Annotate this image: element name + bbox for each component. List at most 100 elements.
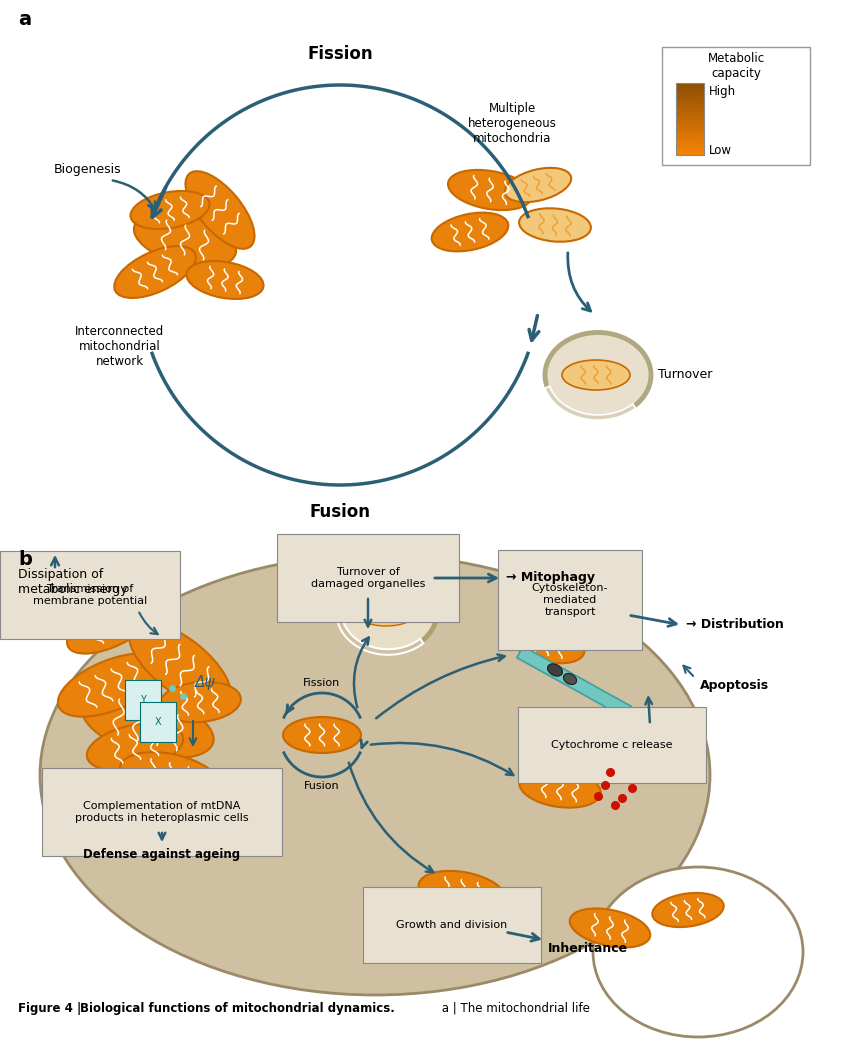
Text: Biogenesis: Biogenesis bbox=[55, 163, 122, 177]
Bar bbox=[676, 100, 704, 101]
Ellipse shape bbox=[448, 170, 532, 210]
Bar bbox=[676, 92, 704, 93]
Text: → Distribution: → Distribution bbox=[686, 619, 784, 631]
Bar bbox=[676, 151, 704, 152]
Text: Δψ: Δψ bbox=[195, 675, 215, 690]
Bar bbox=[676, 114, 704, 116]
Ellipse shape bbox=[652, 893, 724, 927]
Bar bbox=[676, 154, 704, 155]
Bar bbox=[676, 140, 704, 142]
Ellipse shape bbox=[114, 246, 196, 298]
Bar bbox=[676, 152, 704, 153]
Bar bbox=[676, 135, 704, 136]
Ellipse shape bbox=[570, 908, 650, 947]
Text: Complementation of mtDNA
products in heteroplasmic cells: Complementation of mtDNA products in het… bbox=[75, 801, 249, 823]
Bar bbox=[676, 131, 704, 132]
Bar bbox=[676, 148, 704, 149]
Ellipse shape bbox=[40, 555, 710, 995]
Bar bbox=[676, 144, 704, 145]
Bar bbox=[676, 104, 704, 105]
Ellipse shape bbox=[159, 682, 241, 722]
Text: Inheritance: Inheritance bbox=[548, 942, 628, 955]
Bar bbox=[676, 120, 704, 121]
Text: Metabolic
capacity: Metabolic capacity bbox=[708, 52, 765, 80]
Bar bbox=[676, 112, 704, 114]
Bar bbox=[676, 127, 704, 128]
Ellipse shape bbox=[355, 598, 417, 626]
Bar bbox=[676, 132, 704, 133]
Bar bbox=[676, 101, 704, 102]
Bar bbox=[676, 103, 704, 104]
Bar bbox=[662, 47, 810, 165]
Bar bbox=[676, 116, 704, 118]
Text: Cytoskeleton-
mediated
transport: Cytoskeleton- mediated transport bbox=[532, 583, 608, 617]
FancyArrow shape bbox=[517, 646, 631, 718]
Bar bbox=[676, 94, 704, 95]
Ellipse shape bbox=[519, 208, 591, 241]
Ellipse shape bbox=[283, 717, 361, 753]
Bar bbox=[676, 86, 704, 88]
Text: Defense against ageing: Defense against ageing bbox=[83, 848, 241, 861]
Text: a: a bbox=[18, 10, 31, 29]
Bar bbox=[676, 88, 704, 90]
Text: X: X bbox=[155, 717, 161, 727]
Text: a | The mitochondrial life: a | The mitochondrial life bbox=[438, 1002, 590, 1015]
Bar bbox=[676, 130, 704, 131]
Ellipse shape bbox=[418, 870, 506, 913]
Ellipse shape bbox=[58, 653, 166, 717]
Bar bbox=[676, 150, 704, 151]
Ellipse shape bbox=[547, 664, 563, 676]
Bar bbox=[676, 105, 704, 106]
Bar bbox=[676, 83, 704, 155]
Bar bbox=[676, 97, 704, 98]
Ellipse shape bbox=[520, 769, 601, 808]
Text: Cytochrome c release: Cytochrome c release bbox=[552, 740, 673, 750]
Text: Dissipation of
metabolic energy: Dissipation of metabolic energy bbox=[18, 568, 127, 596]
Bar bbox=[676, 87, 704, 89]
Bar bbox=[676, 145, 704, 146]
Bar bbox=[676, 110, 704, 111]
Ellipse shape bbox=[564, 674, 577, 684]
Text: Fission: Fission bbox=[303, 678, 340, 688]
Bar bbox=[676, 109, 704, 110]
Bar bbox=[676, 129, 704, 130]
Bar bbox=[676, 141, 704, 142]
Bar bbox=[676, 142, 704, 144]
Text: Low: Low bbox=[709, 144, 732, 156]
Ellipse shape bbox=[512, 627, 585, 664]
Bar bbox=[676, 96, 704, 97]
Text: Y: Y bbox=[140, 695, 146, 705]
Text: Fusion: Fusion bbox=[309, 503, 371, 521]
Ellipse shape bbox=[186, 261, 263, 298]
Bar bbox=[676, 123, 704, 124]
Text: Fusion: Fusion bbox=[304, 781, 339, 791]
Text: Fission: Fission bbox=[307, 45, 372, 63]
Ellipse shape bbox=[185, 172, 255, 249]
Bar bbox=[676, 83, 704, 84]
Bar bbox=[676, 136, 704, 137]
Ellipse shape bbox=[339, 572, 437, 652]
Bar bbox=[676, 137, 704, 138]
Bar bbox=[676, 90, 704, 92]
Ellipse shape bbox=[505, 167, 572, 202]
Bar bbox=[676, 106, 704, 107]
Bar bbox=[676, 134, 704, 135]
Ellipse shape bbox=[120, 752, 220, 802]
Bar bbox=[676, 93, 704, 94]
Bar bbox=[676, 126, 704, 127]
Ellipse shape bbox=[82, 692, 214, 758]
Bar bbox=[676, 128, 704, 129]
Bar bbox=[676, 119, 704, 120]
Text: Transmission of
membrane potential: Transmission of membrane potential bbox=[33, 584, 147, 605]
Bar bbox=[676, 111, 704, 113]
Bar bbox=[676, 118, 704, 119]
Text: Interconnected
mitochondrial
network: Interconnected mitochondrial network bbox=[75, 324, 165, 368]
Ellipse shape bbox=[593, 867, 803, 1037]
Bar bbox=[676, 146, 704, 147]
Bar bbox=[676, 133, 704, 134]
Ellipse shape bbox=[129, 622, 231, 708]
Bar bbox=[676, 122, 704, 123]
Bar bbox=[676, 147, 704, 148]
Bar bbox=[676, 153, 704, 154]
Bar bbox=[676, 102, 704, 103]
